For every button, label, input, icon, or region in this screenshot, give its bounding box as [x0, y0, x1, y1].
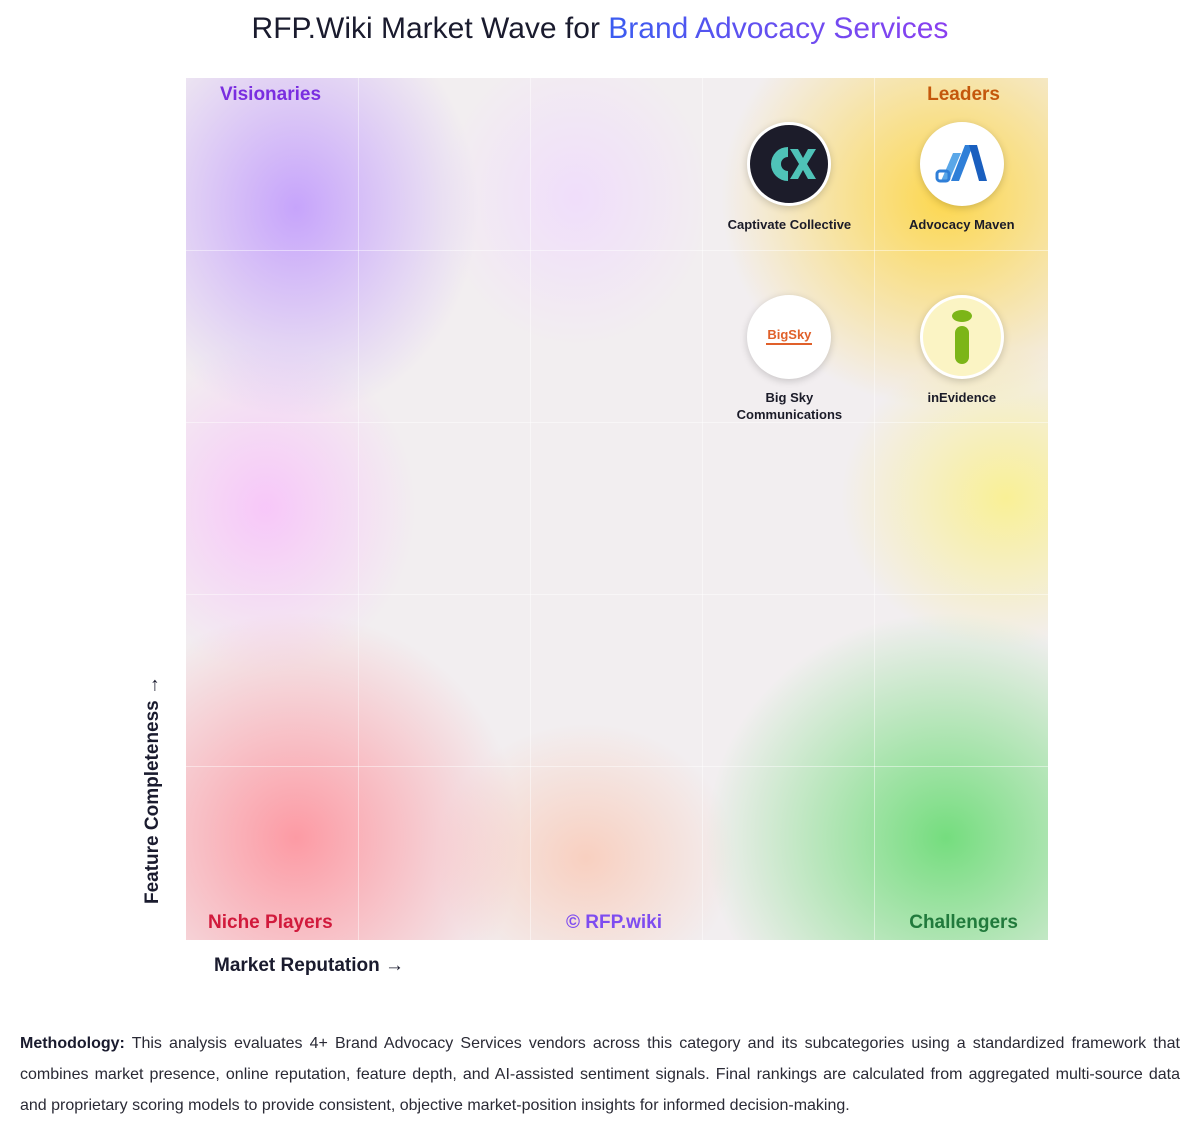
grid-line [186, 766, 1048, 767]
inevidence-logo-icon [919, 294, 1004, 379]
vendor-name: inEvidence [927, 389, 997, 405]
vendor-name: Advocacy Maven [909, 217, 1015, 233]
market-wave-chart: Visionaries Leaders Niche Players Challe… [186, 78, 1048, 940]
grid-line [874, 78, 875, 940]
y-axis-label: Feature Completeness → [142, 675, 163, 905]
grid-line [702, 78, 703, 940]
vendor-point-big-sky-communications[interactable]: BigSky Big Sky Communications [714, 294, 864, 423]
x-axis-label: Market Reputation → [214, 955, 405, 976]
grid-line [358, 78, 359, 940]
page-title: RFP.Wiki Market Wave for Brand Advocacy … [0, 12, 1200, 46]
vendor-point-captivate-collective[interactable]: Captivate Collective [714, 122, 864, 233]
methodology-label: Methodology: [20, 1035, 125, 1052]
vendor-point-inevidence[interactable]: inEvidence [887, 294, 1037, 406]
quadrant-label-challengers: Challengers [909, 912, 1018, 933]
big-sky-logo-text: BigSky [767, 327, 812, 343]
grid-line [186, 594, 1048, 595]
logo-underline [766, 343, 813, 346]
grid-line [186, 422, 1048, 423]
title-accent: Brand Advocacy Services [608, 12, 949, 45]
methodology-body: This analysis evaluates 4+ Brand Advocac… [20, 1035, 1180, 1114]
watermark: © RFP.wiki [566, 912, 663, 933]
vendor-name: Captivate Collective [727, 217, 852, 233]
vendor-name: Big Sky Communications [736, 389, 843, 422]
grid-line [186, 250, 1048, 251]
methodology-text: Methodology: This analysis evaluates 4+ … [20, 1028, 1180, 1121]
vendor-point-advocacy-maven[interactable]: Advocacy Maven [887, 122, 1037, 233]
advocacy-maven-logo-icon [919, 122, 1004, 207]
captivate-collective-logo-icon [747, 122, 832, 207]
quadrant-label-niche-players: Niche Players [208, 912, 333, 933]
title-prefix: RFP.Wiki Market Wave for [251, 12, 609, 45]
quadrant-label-leaders: Leaders [927, 84, 1000, 105]
quadrant-label-visionaries: Visionaries [220, 84, 322, 105]
grid-line [530, 78, 531, 940]
big-sky-logo-icon: BigSky [747, 294, 832, 379]
